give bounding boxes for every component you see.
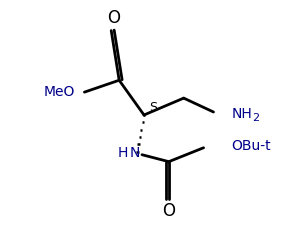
Text: H: H	[118, 146, 128, 160]
Text: 2: 2	[252, 113, 259, 123]
Text: MeO: MeO	[44, 85, 75, 99]
Text: O: O	[162, 202, 175, 220]
Text: N: N	[130, 146, 140, 160]
Text: OBu-t: OBu-t	[231, 139, 271, 153]
Text: S: S	[149, 101, 157, 114]
Text: O: O	[107, 9, 120, 27]
Text: NH: NH	[231, 107, 252, 121]
